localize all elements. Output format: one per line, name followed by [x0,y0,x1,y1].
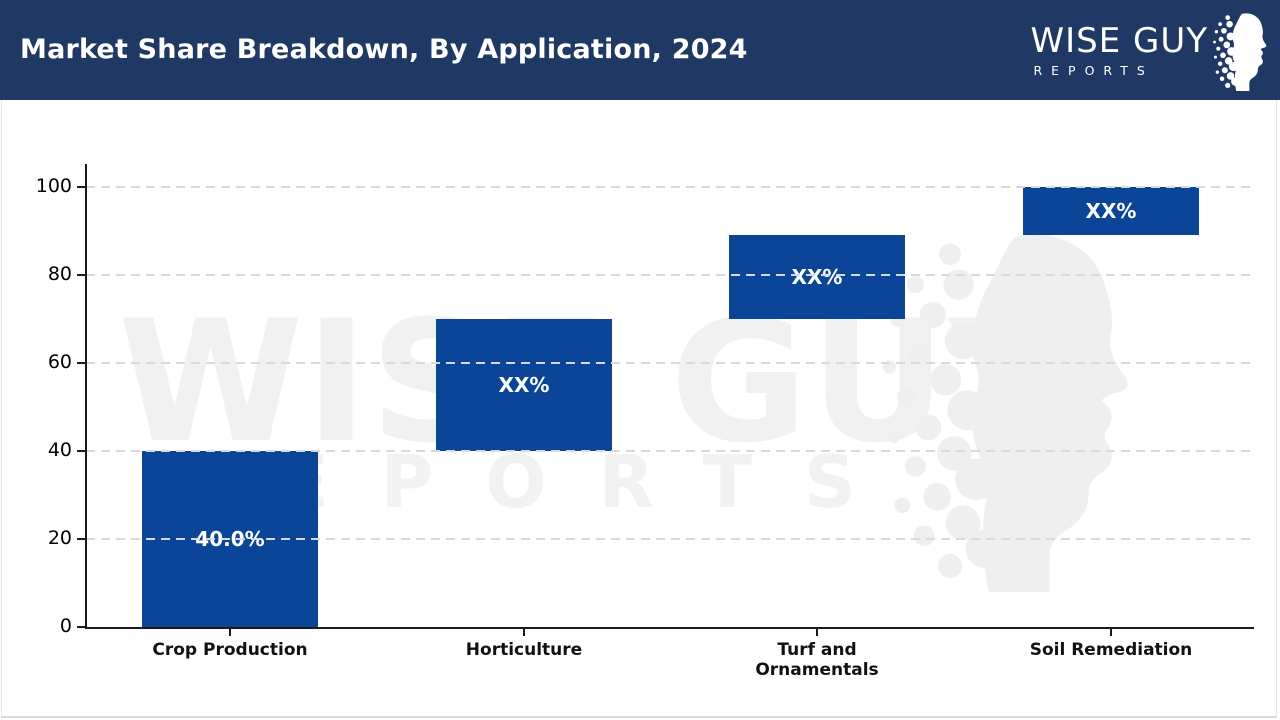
logo-wordmark: WISE GUY [1030,21,1208,61]
category-label: Horticulture [465,640,583,660]
x-tick-1 [523,629,525,636]
y-tick-60 [77,362,85,364]
watermark-face-icon [882,234,1128,592]
gridline-100 [86,186,1253,188]
category-label: Turf and Ornamentals [755,640,879,681]
bar-soil-remediation: XX% [1023,187,1199,236]
wise-guy-reports-logo: WISE GUY REPORTS [1030,8,1268,94]
x-tick-2 [816,629,818,636]
gridline-40 [86,450,1253,452]
gridline-80 [86,274,1253,276]
bar-value-label: XX% [498,373,550,397]
bar-value-label: XX% [791,265,843,290]
y-tick-label-80: 80 [47,263,72,285]
bar-value-label: XX% [1085,199,1137,224]
logo-subtitle: REPORTS [1033,63,1154,78]
logo-text: WISE GUY REPORTS [1030,24,1208,78]
header-bar: Market Share Breakdown, By Application, … [0,0,1280,100]
y-tick-80 [77,274,85,276]
y-tick-label-0: 0 [59,615,72,637]
y-tick-label-60: 60 [47,351,72,373]
y-tick-label-20: 20 [47,527,72,549]
page-title: Market Share Breakdown, By Application, … [20,34,748,65]
x-tick-0 [229,629,231,636]
y-tick-100 [77,186,85,188]
x-tick-3 [1110,629,1112,636]
y-tick-0 [77,626,85,628]
y-tick-label-100: 100 [35,175,72,197]
x-axis-line [85,627,1254,629]
category-label: Soil Remediation [1029,640,1193,660]
logo-face-icon [1213,13,1267,91]
gridline-60 [86,362,1253,364]
category-label: Crop Production [152,640,308,660]
y-tick-20 [77,538,85,540]
gridline-20 [86,538,1253,540]
y-axis-spine [85,164,87,629]
y-tick-label-40: 40 [47,439,72,461]
bar-turf-and-ornamentals: XX% [729,235,905,319]
y-tick-40 [77,450,85,452]
bar-horticulture: XX% [436,319,612,451]
